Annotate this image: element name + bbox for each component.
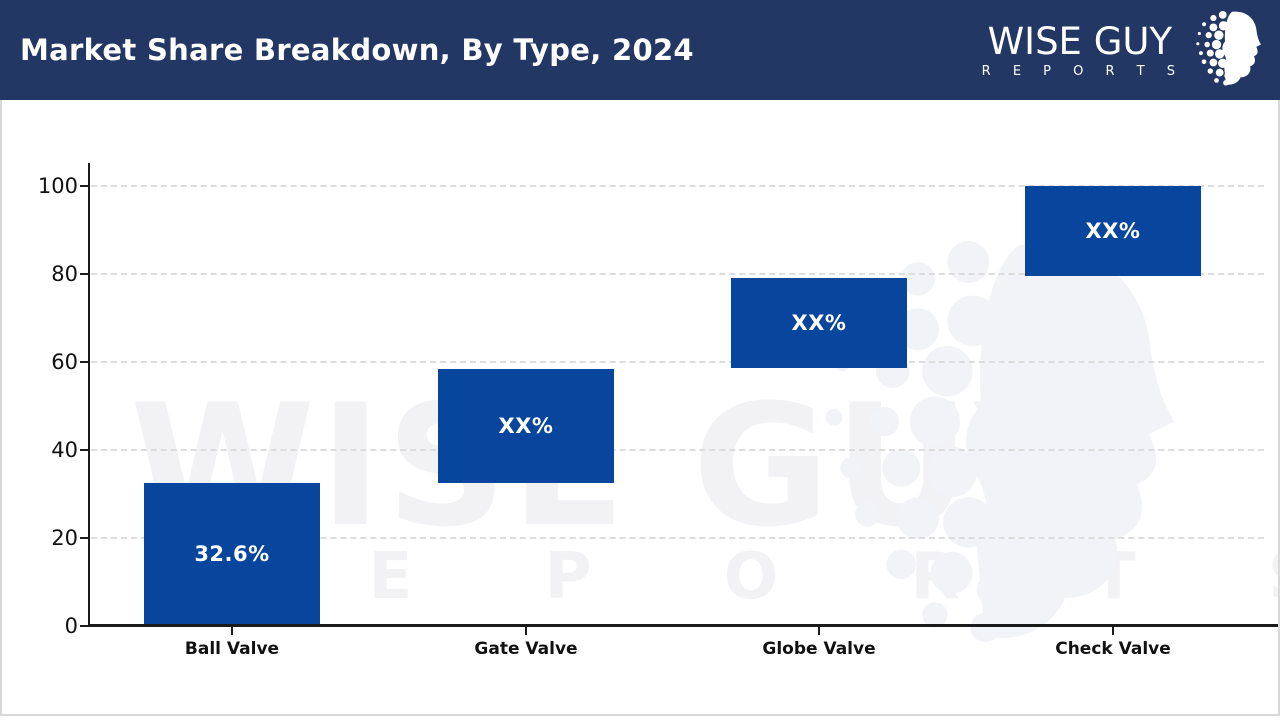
x-tick-label: Gate Valve — [474, 639, 578, 659]
logo-head-icon — [1190, 7, 1268, 93]
bottom-gap — [0, 716, 1280, 720]
x-tick-label: Globe Valve — [762, 639, 876, 659]
y-tick-mark — [80, 625, 89, 627]
wise-guy-logo: WISE GUY R E P O R T S — [976, 0, 1268, 100]
y-tick-mark — [80, 185, 89, 187]
y-tick-mark — [80, 273, 89, 275]
logo-wordmark: WISE GUY — [987, 19, 1173, 63]
bar-value-label: XX% — [791, 310, 847, 335]
x-tick-mark — [818, 627, 820, 635]
gridline — [91, 185, 1264, 187]
y-tick-label: 80 — [51, 262, 78, 286]
y-tick-label: 40 — [51, 438, 78, 462]
x-tick-label: Check Valve — [1055, 639, 1171, 659]
x-tick-mark — [231, 627, 233, 635]
chart-area: WISE GUY R E P O R T S 0 20 40 60 80 100 32.6%… — [0, 100, 1280, 716]
y-tick-mark — [80, 449, 89, 451]
gridline — [91, 537, 1264, 539]
x-tick-label: Ball Valve — [184, 639, 280, 659]
bar: XX% — [438, 369, 614, 483]
y-axis-line — [88, 163, 90, 627]
y-tick-mark — [80, 537, 89, 539]
gridline — [91, 449, 1264, 451]
bar-value-label: XX% — [1085, 218, 1141, 243]
y-tick-label: 100 — [37, 174, 78, 198]
bar: XX% — [731, 277, 907, 369]
bar: XX% — [1025, 186, 1201, 276]
x-tick-mark — [525, 627, 527, 635]
bar-value-label: 32.6% — [194, 542, 270, 567]
logo-subtext: R E P O R T S — [981, 63, 1184, 79]
y-tick-label: 60 — [51, 350, 78, 374]
bar: 32.6% — [144, 482, 320, 626]
y-tick-mark — [80, 361, 89, 363]
x-tick-mark — [1112, 627, 1114, 635]
gridline — [91, 361, 1264, 363]
logo-text: WISE GUY R E P O R T S — [976, 19, 1184, 79]
page-title: Market Share Breakdown, By Type, 2024 — [20, 33, 694, 67]
bar-value-label: XX% — [498, 413, 554, 438]
y-tick-label: 0 — [64, 614, 78, 638]
y-tick-label: 20 — [51, 526, 78, 550]
x-axis-line — [88, 624, 1278, 627]
header: Market Share Breakdown, By Type, 2024 WI… — [0, 0, 1280, 100]
gridline — [91, 273, 1264, 275]
